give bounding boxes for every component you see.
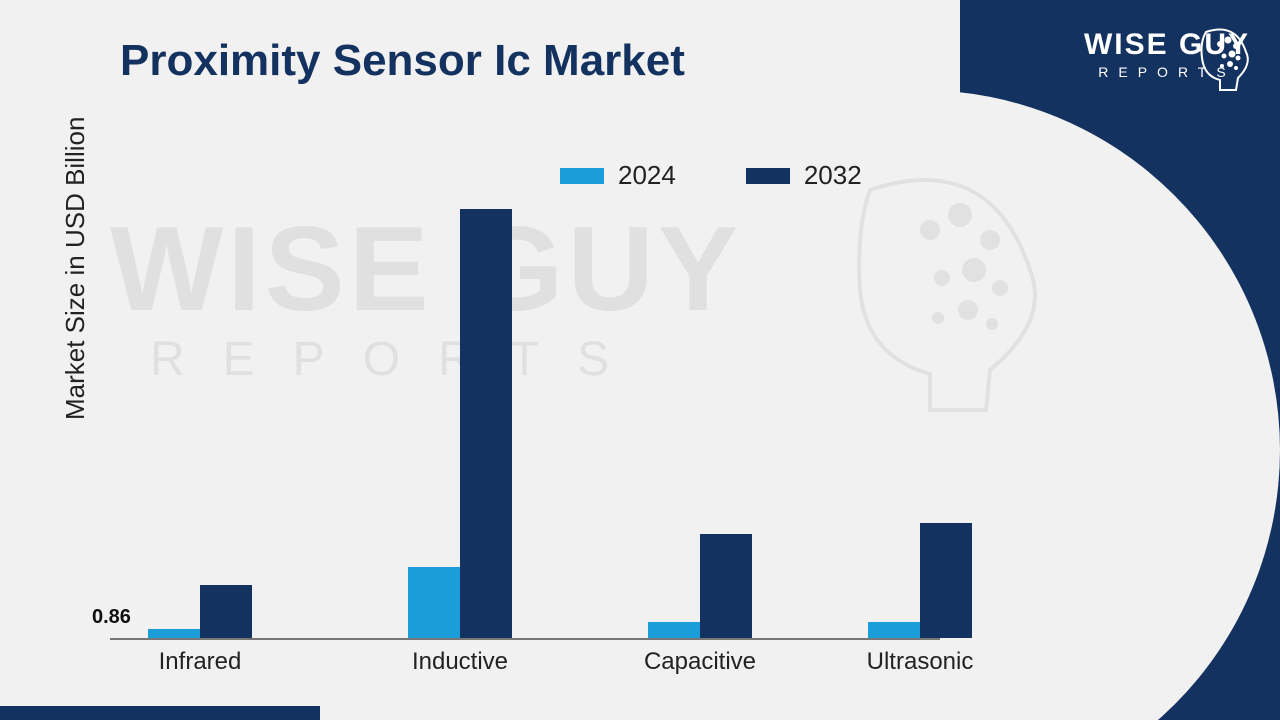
legend-label-2024: 2024 <box>618 160 676 191</box>
legend-swatch-2024 <box>560 168 604 184</box>
bar-2032-ultrasonic <box>920 523 972 639</box>
legend-label-2032: 2032 <box>804 160 862 191</box>
legend-item-2032: 2032 <box>746 160 862 191</box>
bar-2032-inductive <box>460 209 512 638</box>
bar-2024-infrared <box>148 629 200 638</box>
bar-2024-inductive <box>408 567 460 639</box>
x-label-capacitive: Capacitive <box>600 648 800 676</box>
legend-item-2024: 2024 <box>560 160 676 191</box>
bar-2032-infrared <box>200 585 252 638</box>
bottom-accent-bar <box>0 706 320 720</box>
x-label-inductive: Inductive <box>360 648 560 676</box>
bar-2024-ultrasonic <box>868 622 920 639</box>
bar-2032-capacitive <box>700 534 752 639</box>
x-axis-baseline <box>110 638 940 640</box>
brand-logo: WISE GUY REPORTS <box>1084 28 1250 80</box>
brand-head-icon <box>1186 24 1256 94</box>
legend: 2024 2032 <box>560 160 862 191</box>
value-label-infrared-2024: 0.86 <box>92 606 131 629</box>
x-label-ultrasonic: Ultrasonic <box>820 648 1020 676</box>
chart-canvas: WISE GUY REPORTS Proximity Sensor Ic Mar… <box>0 0 1280 720</box>
bar-2024-capacitive <box>648 622 700 639</box>
plot-area: Infrared0.86InductiveCapacitiveUltrasoni… <box>110 200 940 640</box>
chart-title: Proximity Sensor Ic Market <box>120 36 685 86</box>
y-axis-label: Market Size in USD Billion <box>60 117 91 420</box>
x-label-infrared: Infrared <box>100 648 300 676</box>
legend-swatch-2032 <box>746 168 790 184</box>
